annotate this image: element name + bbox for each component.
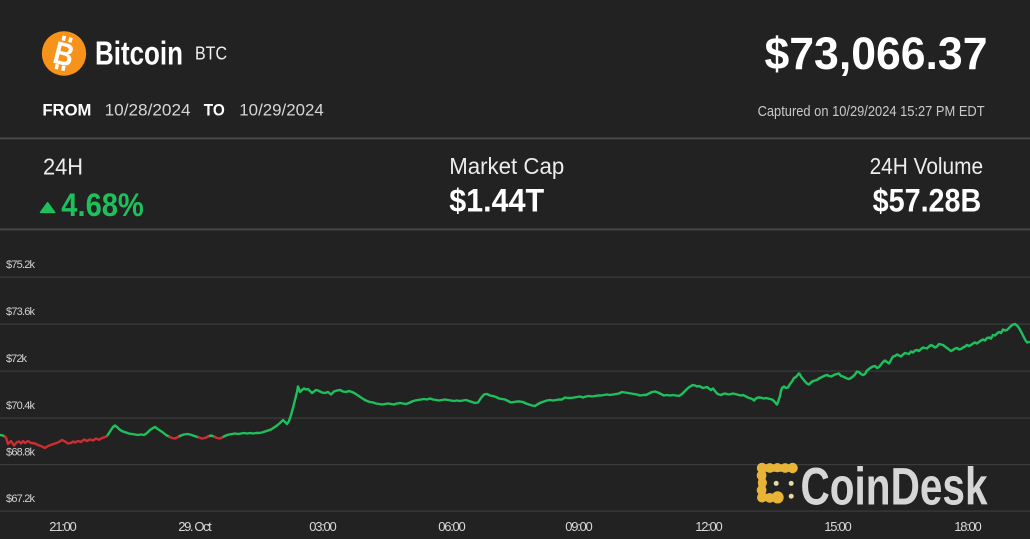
svg-text:21:00: 21:00: [49, 519, 77, 534]
svg-text:$75.2k: $75.2k: [6, 259, 36, 271]
svg-text:10/28/2024: 10/28/2024: [105, 101, 191, 120]
svg-text:CoinDesk: CoinDesk: [801, 458, 988, 517]
svg-text:$72k: $72k: [6, 353, 28, 365]
svg-text:Bitcoin: Bitcoin: [95, 35, 183, 72]
svg-text:12:00: 12:00: [695, 519, 723, 534]
svg-text:06:00: 06:00: [438, 519, 466, 534]
svg-text:TO: TO: [204, 102, 225, 120]
svg-text:$67.2k: $67.2k: [6, 493, 36, 505]
svg-text:29. Oct: 29. Oct: [178, 519, 212, 534]
svg-text:$68.8k: $68.8k: [6, 447, 36, 459]
svg-text:15:00: 15:00: [824, 519, 852, 534]
svg-text:10/29/2024: 10/29/2024: [239, 101, 323, 120]
svg-text:Captured on 10/29/2024 15:27 P: Captured on 10/29/2024 15:27 PM EDT: [758, 103, 985, 120]
svg-text:24H Volume: 24H Volume: [870, 153, 984, 179]
svg-text:4.68%: 4.68%: [61, 187, 144, 223]
svg-text:24H: 24H: [43, 154, 83, 180]
svg-text:$70.4k: $70.4k: [6, 400, 36, 412]
svg-text:$73.6k: $73.6k: [6, 306, 36, 318]
svg-text:Market Cap: Market Cap: [449, 153, 564, 179]
svg-text:BTC: BTC: [195, 44, 227, 64]
svg-text:18:00: 18:00: [954, 519, 982, 534]
svg-text:$1.44T: $1.44T: [449, 183, 544, 219]
svg-text:$57.28B: $57.28B: [873, 183, 982, 219]
svg-text:03:00: 03:00: [309, 519, 337, 534]
svg-text:FROM: FROM: [42, 102, 91, 120]
svg-text:09:00: 09:00: [565, 519, 593, 534]
svg-text:$73,066.37: $73,066.37: [765, 28, 988, 79]
